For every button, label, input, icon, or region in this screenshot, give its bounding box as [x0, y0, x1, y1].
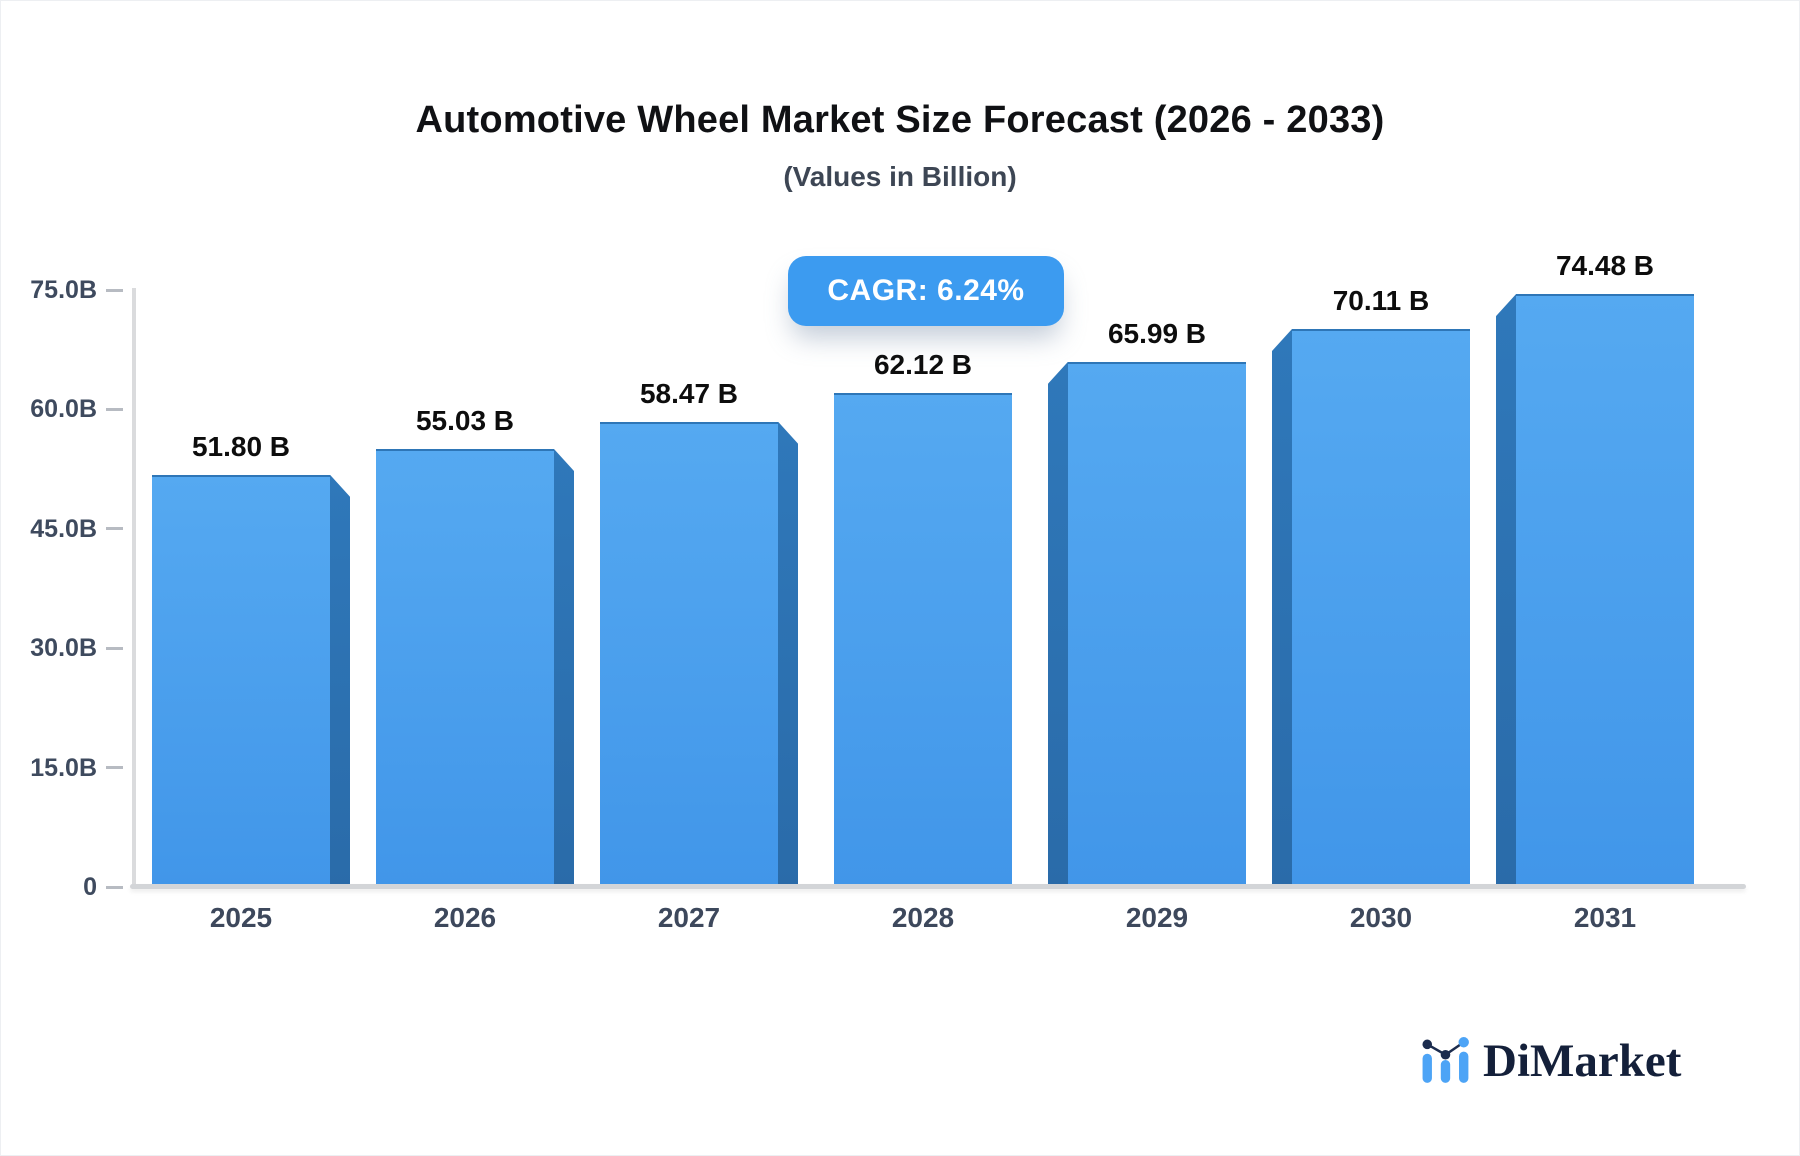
bar-2028[interactable]: 62.12 B: [824, 349, 1022, 887]
plot-area: 75.0B 60.0B 45.0B 30.0B 15.0B 0 51.80 B 2025 55.…: [30, 250, 1746, 933]
y-axis-tick-mark: [106, 646, 123, 650]
chart-title: Automotive Wheel Market Size Forecast (2…: [415, 99, 1385, 141]
x-axis-baseline: [130, 884, 1746, 889]
bar-side-face: [1048, 361, 1068, 887]
bar-2030[interactable]: 70.11 B: [1272, 285, 1470, 887]
bar-2029[interactable]: 65.99 B: [1048, 318, 1246, 887]
dimarket-logo-icon: [1422, 1037, 1469, 1083]
bar-face: [834, 392, 1012, 887]
x-axis-label: 2029: [1125, 902, 1189, 933]
bar-side-face: [1496, 294, 1516, 887]
y-axis-tick-label: 75.0B: [30, 276, 97, 304]
y-axis-tick-mark: [106, 288, 123, 292]
y-axis-tick-label: 15.0B: [30, 753, 97, 782]
bar-2026[interactable]: 55.03 B: [376, 405, 574, 887]
bar-value-label: 55.03 B: [415, 404, 515, 436]
dimarket-logo: DiMarket: [1421, 1037, 1681, 1085]
bar-value-label: 62.12 B: [873, 348, 973, 380]
cagr-badge: CAGR: 6.24%: [788, 256, 1064, 326]
y-axis-tick-mark: [106, 766, 123, 770]
x-axis-label: 2026: [433, 902, 497, 933]
bar-value-label: 74.48 B: [1555, 250, 1655, 282]
bar-side-face: [554, 448, 574, 887]
y-axis-tick-mark: [106, 527, 123, 531]
bar-face: [376, 448, 554, 887]
bar-value-label: 51.80 B: [191, 430, 291, 462]
x-axis-label: 2030: [1349, 902, 1413, 933]
bar-face: [1068, 361, 1246, 887]
bar-value-label: 58.47 B: [639, 377, 739, 409]
bar-2027[interactable]: 58.47 B: [600, 378, 798, 887]
x-axis-label: 2031: [1573, 902, 1637, 933]
y-axis-line: [132, 288, 136, 889]
chart-subtitle: (Values in Billion): [783, 161, 1017, 192]
x-axis-label: 2025: [209, 902, 273, 933]
bar-face: [1516, 294, 1694, 887]
x-axis-label: 2028: [891, 902, 955, 933]
y-axis-tick-label: 30.0B: [30, 634, 97, 663]
bar-2025[interactable]: 51.80 B: [152, 431, 350, 887]
bar-face: [600, 421, 778, 887]
bar-face: [152, 474, 330, 887]
x-axis-label: 2027: [657, 902, 721, 933]
dimarket-logo-text: DiMarket: [1483, 1034, 1682, 1087]
y-axis-tick-mark: [106, 885, 123, 889]
y-axis-tick-label: 45.0B: [30, 514, 97, 543]
y-axis-tick-mark: [106, 407, 123, 411]
bar-value-label: 65.99 B: [1107, 317, 1207, 349]
y-axis-tick-label: 0: [83, 873, 97, 901]
y-axis-tick-label: 60.0B: [30, 395, 97, 424]
bar-2031[interactable]: 74.48 B: [1496, 250, 1694, 887]
bar-side-face: [778, 421, 798, 887]
bar-value-label: 70.11 B: [1332, 284, 1430, 316]
bar-side-face: [330, 474, 350, 887]
bar-side-face: [1272, 328, 1292, 887]
bar-face: [1292, 328, 1470, 887]
